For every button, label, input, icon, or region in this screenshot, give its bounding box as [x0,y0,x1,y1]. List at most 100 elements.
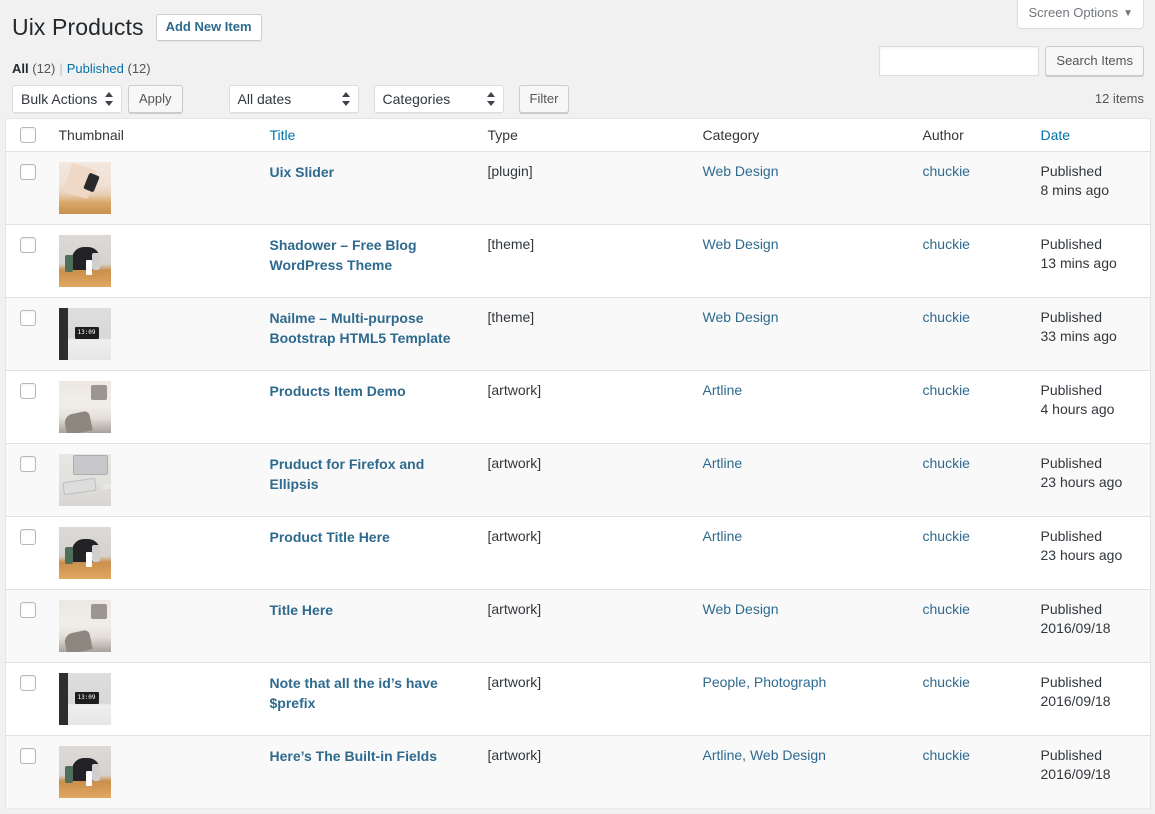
row-select-cell [5,443,49,517]
column-header-date[interactable]: Date [1030,118,1151,152]
row-checkbox[interactable] [20,383,36,399]
table-row: Uix Slider [plugin] Web Design chuckie Publi… [5,151,1151,225]
row-date-cell: Published 13 mins ago [1030,224,1151,298]
search-submit-button[interactable]: Search Items [1045,46,1144,76]
row-select-cell [5,297,49,371]
product-category-link[interactable]: People, Photograph [702,674,827,690]
row-checkbox[interactable] [20,602,36,618]
product-author-link[interactable]: chuckie [922,528,970,544]
search-input[interactable] [879,46,1040,76]
product-title-link[interactable]: Note that all the id’s have $prefix [269,675,438,711]
screen-options-toggle[interactable]: Screen Options ▼ [1017,0,1144,29]
date-filter-select[interactable]: All dates [228,85,359,113]
item-count: 12 items [1094,91,1144,106]
row-date-cell: Published 2016/09/18 [1030,589,1151,663]
table-row: Note that all the id’s have $prefix [artw… [5,662,1151,736]
row-author-cell: chuckie [912,589,1031,663]
row-thumbnail-cell [48,224,260,298]
view-published-link[interactable]: Published [66,61,124,76]
product-date-value: 4 hours ago [1040,401,1115,417]
row-type-cell: [artwork] [477,443,693,517]
category-filter-select[interactable]: Categories [373,85,504,113]
product-author-link[interactable]: chuckie [922,747,970,763]
products-table: Thumbnail Title Type Category Author Dat… [5,118,1151,808]
row-select-cell [5,735,49,808]
product-author-link[interactable]: chuckie [922,382,970,398]
filter-button[interactable]: Filter [518,85,570,113]
view-published[interactable]: Published (12) [67,61,151,76]
product-category-link[interactable]: Web Design [702,309,779,325]
product-title-link[interactable]: Pruduct for Firefox and Ellipsis [269,456,425,492]
row-date-cell: Published 2016/09/18 [1030,735,1151,808]
tablenav-top: Bulk Actions Apply All dates Categories … [12,85,1144,115]
product-category-link[interactable]: Artline [702,528,743,544]
sort-title-link[interactable]: Title [269,127,296,143]
product-date-value: 33 mins ago [1040,328,1117,344]
product-author-link[interactable]: chuckie [922,455,970,471]
product-title-link[interactable]: Product Title Here [269,529,390,545]
row-checkbox[interactable] [20,237,36,253]
product-author-link[interactable]: chuckie [922,674,970,690]
product-title-link[interactable]: Products Item Demo [269,383,406,399]
table-head: Thumbnail Title Type Category Author Dat… [5,118,1151,152]
view-all-count: (12) [32,61,56,76]
view-separator: | [59,61,63,76]
product-category-link[interactable]: Web Design [702,163,779,179]
row-category-cell: Web Design [693,152,913,225]
chevron-down-icon: ▼ [1123,8,1133,19]
product-author-link[interactable]: chuckie [922,163,970,179]
product-date-value: 23 hours ago [1040,547,1123,563]
row-type-cell: [artwork] [477,735,693,808]
row-date-cell: Published 2016/09/18 [1030,662,1151,736]
product-date-status: Published [1040,601,1103,617]
table-row: Pruduct for Firefox and Ellipsis [artwork… [5,443,1151,517]
product-author-link[interactable]: chuckie [922,309,970,325]
row-checkbox[interactable] [20,748,36,764]
product-title-link[interactable]: Uix Slider [269,164,335,180]
product-category-link[interactable]: Artline, Web Design [702,747,826,763]
product-thumbnail-image [58,673,111,725]
bulk-actions-value: Bulk Actions [21,91,98,107]
product-title-link[interactable]: Nailme – Multi-purpose Bootstrap HTML5 T… [269,310,451,346]
row-checkbox[interactable] [20,164,36,180]
product-title-link[interactable]: Title Here [269,602,334,618]
row-date-cell: Published 4 hours ago [1030,370,1151,444]
column-header-title[interactable]: Title [259,118,478,152]
row-date-cell: Published 8 mins ago [1031,152,1151,225]
product-thumbnail-image [58,746,111,798]
product-category-link[interactable]: Web Design [702,236,779,252]
row-select-cell [5,516,49,590]
product-category-link[interactable]: Web Design [702,601,779,617]
row-author-cell: chuckie [912,224,1031,298]
row-checkbox[interactable] [20,456,36,472]
product-date-status: Published [1040,163,1103,179]
view-all[interactable]: All (12) [12,61,55,76]
row-type-cell: [artwork] [477,370,693,444]
product-category-link[interactable]: Artline [702,382,743,398]
view-all-link[interactable]: All [12,61,29,76]
product-date-status: Published [1040,455,1103,471]
select-all-checkbox[interactable] [20,127,36,143]
sort-date-link[interactable]: Date [1040,127,1071,143]
row-checkbox[interactable] [20,675,36,691]
product-author-link[interactable]: chuckie [922,601,970,617]
product-title-link[interactable]: Shadower – Free Blog WordPress Theme [269,237,417,273]
apply-button[interactable]: Apply [128,85,183,113]
product-title-link[interactable]: Here’s The Built-in Fields [269,748,438,764]
product-author-link[interactable]: chuckie [922,236,970,252]
column-header-type: Type [477,118,693,152]
date-filter-value: All dates [237,91,292,107]
bulk-actions-select[interactable]: Bulk Actions [12,85,122,113]
add-new-item-button[interactable]: Add New Item [155,14,262,41]
product-date-value: 13 mins ago [1040,255,1117,271]
row-checkbox[interactable] [20,310,36,326]
row-checkbox[interactable] [20,529,36,545]
row-type-cell: [artwork] [477,516,693,590]
column-header-category: Category [692,118,913,152]
row-title-cell: Product Title Here [259,516,478,590]
search-box: Search Items [879,46,1144,76]
row-type-cell: [plugin] [487,163,533,179]
table-row: Here’s The Built-in Fields [artwork] Artli… [5,735,1151,808]
product-category-link[interactable]: Artline [702,455,743,471]
row-title-cell: Note that all the id’s have $prefix [259,662,478,736]
